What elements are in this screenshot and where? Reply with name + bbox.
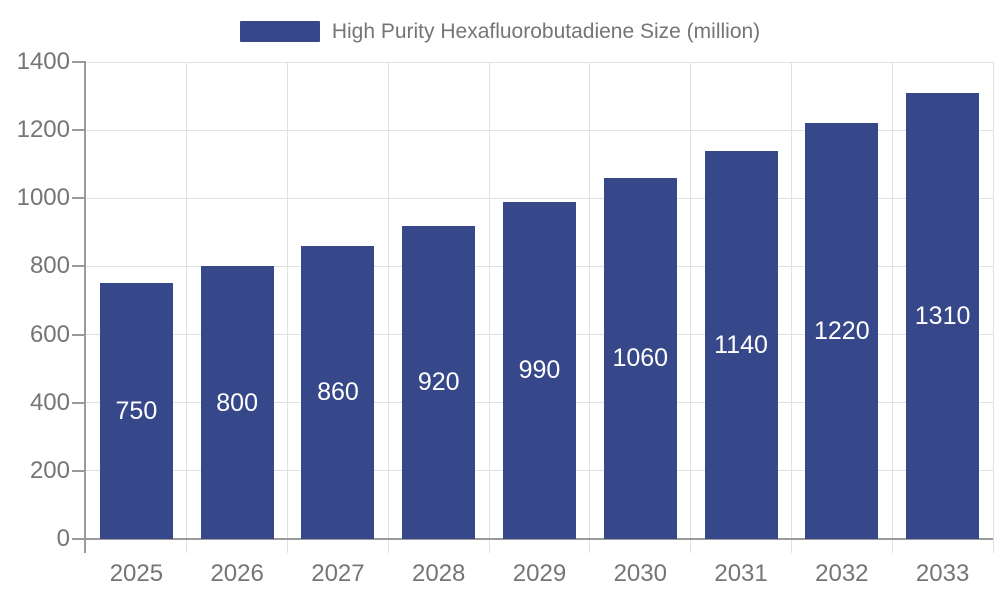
gridline-vertical xyxy=(589,62,591,553)
y-axis-tick-label: 0 xyxy=(56,525,70,552)
y-axis-tick-label: 1000 xyxy=(16,184,70,212)
x-axis-tick-label: 2031 xyxy=(714,560,768,587)
y-axis-tick-label: 800 xyxy=(29,252,70,280)
bar-value-label: 750 xyxy=(115,397,158,426)
bar[interactable] xyxy=(704,150,778,539)
bar-value-label: 990 xyxy=(518,356,561,385)
gridline-vertical xyxy=(690,62,692,553)
y-axis-tick xyxy=(72,333,86,336)
y-axis-tick-label: 600 xyxy=(29,320,70,348)
y-axis-tick xyxy=(72,401,86,404)
y-axis-line xyxy=(84,62,86,553)
x-axis-tick-label: 2027 xyxy=(311,560,365,587)
x-axis-line xyxy=(84,538,993,540)
y-axis-tick xyxy=(72,538,86,540)
gridline-horizontal xyxy=(86,129,993,131)
bar[interactable] xyxy=(906,92,980,539)
bar[interactable] xyxy=(200,266,274,539)
x-axis-tick-label: 2032 xyxy=(815,560,869,587)
legend-label: High Purity Hexafluorobutadiene Size (mi… xyxy=(331,19,761,43)
gridline-vertical xyxy=(387,62,389,553)
gridline-vertical xyxy=(790,62,792,553)
gridline-vertical xyxy=(992,62,994,553)
y-axis-tick-label: 1400 xyxy=(16,48,70,75)
bar[interactable] xyxy=(805,123,879,539)
bar-value-label: 1140 xyxy=(714,330,768,359)
bar-value-label: 920 xyxy=(417,368,460,397)
x-axis-tick-label: 2030 xyxy=(613,560,667,587)
y-axis-tick xyxy=(72,265,86,268)
y-axis-tick xyxy=(72,61,86,63)
y-axis-tick-label: 1200 xyxy=(16,116,70,144)
gridline-vertical xyxy=(186,62,188,553)
bar[interactable] xyxy=(301,245,375,539)
y-axis-tick xyxy=(72,129,86,132)
y-axis-tick-label: 400 xyxy=(29,388,70,416)
legend[interactable]: High Purity Hexafluorobutadiene Size (mi… xyxy=(0,20,1000,43)
bar-value-label: 1220 xyxy=(814,317,870,346)
legend-swatch xyxy=(239,21,320,42)
gridline-vertical xyxy=(488,62,490,553)
bar[interactable] xyxy=(99,283,173,539)
bar-value-label: 860 xyxy=(317,378,359,407)
y-axis-tick xyxy=(72,469,86,472)
gridline-vertical xyxy=(891,62,893,553)
gridline-horizontal xyxy=(86,61,993,63)
gridline-vertical xyxy=(287,62,289,553)
bar-value-label: 800 xyxy=(216,388,258,417)
bar-value-label: 1060 xyxy=(612,344,669,373)
gridline-horizontal xyxy=(86,197,993,199)
bar[interactable] xyxy=(503,201,576,539)
x-axis-tick-label: 2033 xyxy=(915,560,970,587)
y-axis-tick xyxy=(72,197,86,200)
y-axis-tick-label: 200 xyxy=(29,456,70,484)
bar[interactable] xyxy=(603,177,677,539)
bar-value-label: 1310 xyxy=(914,301,971,330)
x-axis-tick-label: 2029 xyxy=(512,560,567,587)
bar[interactable] xyxy=(402,225,476,539)
x-axis-tick-label: 2026 xyxy=(210,560,264,587)
x-axis-tick-label: 2025 xyxy=(109,560,164,587)
x-axis-tick-label: 2028 xyxy=(412,560,466,587)
